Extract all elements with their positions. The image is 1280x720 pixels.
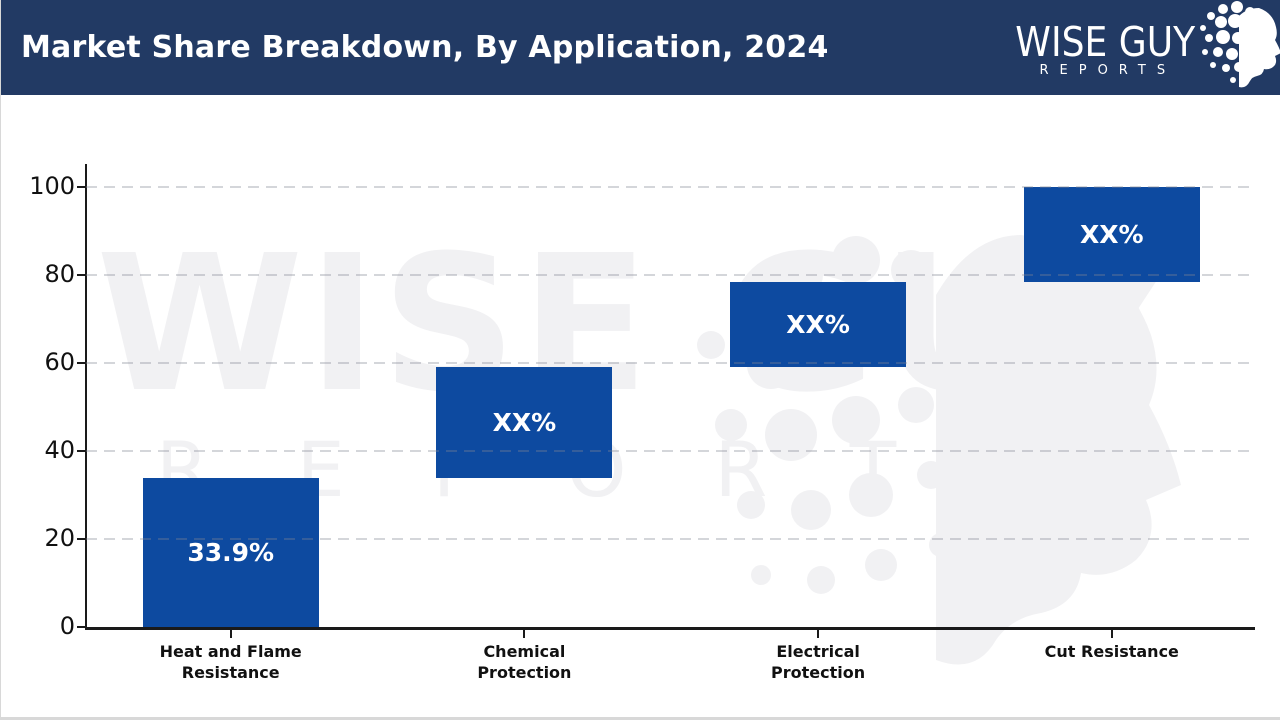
y-axis-tick-label: 80 (44, 260, 75, 288)
y-axis-tick (77, 274, 85, 276)
logo-wiseguy-label: WISE GUY (1014, 17, 1195, 66)
x-axis-tick (523, 630, 526, 638)
bar-value-label: XX% (492, 408, 557, 438)
bar-value-label: 33.9% (187, 537, 275, 567)
bar-value-label: XX% (1079, 220, 1144, 250)
y-axis-tick (77, 538, 85, 540)
x-axis-category-label: Chemical Protection (374, 641, 674, 683)
x-axis-category-line: Protection (771, 663, 866, 682)
bar: XX% (730, 282, 907, 368)
y-axis-tick-label: 0 (59, 612, 75, 640)
y-axis-spine (85, 164, 87, 627)
bar-value-label: XX% (786, 310, 850, 340)
header-bar: Market Share Breakdown, By Application, … (1, 0, 1280, 95)
gridline (86, 186, 1254, 188)
wiseguy-logo-head-icon (1200, 1, 1280, 88)
x-axis-category-line: Electrical (776, 642, 860, 661)
y-axis-tick (77, 186, 85, 188)
x-axis-tick (229, 630, 232, 638)
y-axis-tick-label: 40 (44, 436, 75, 464)
x-axis-category-line: Heat and Flame (159, 642, 302, 661)
x-axis-category-label: Heat and Flame Resistance (81, 641, 381, 683)
bar: XX% (436, 367, 613, 478)
logo-reports-label: REPORTS (1039, 62, 1177, 78)
y-axis-tick (77, 362, 85, 364)
x-axis-tick (1110, 630, 1113, 638)
x-axis-category-line: Chemical (483, 642, 566, 661)
x-axis-category-line: Protection (477, 663, 572, 682)
gridline (86, 538, 1254, 540)
y-axis-tick (77, 450, 85, 452)
y-axis-tick-label: 100 (29, 172, 75, 200)
chart-canvas: WISE GUY REPORTS 0 20 40 60 80 100 33.9% Heat a… (1, 95, 1280, 717)
y-axis-tick-label: 60 (44, 348, 75, 376)
wiseguy-logo-text: WISE GUY REPORTS (1003, 18, 1207, 78)
x-axis-spine (85, 627, 1255, 630)
x-axis-category-line: Resistance (181, 663, 280, 682)
gridline (86, 274, 1254, 276)
x-axis-category-label: Electrical Protection (668, 641, 968, 683)
gridline (86, 450, 1254, 452)
x-axis-category-line: Cut Resistance (1044, 642, 1179, 661)
x-axis-category-label: Cut Resistance (962, 641, 1262, 662)
gridline (86, 362, 1254, 364)
wiseguy-logo: WISE GUY REPORTS (1003, 0, 1280, 95)
page-title: Market Share Breakdown, By Application, … (21, 30, 829, 65)
y-axis-tick (77, 626, 85, 628)
bar: 33.9% (142, 477, 319, 627)
bar: XX% (1023, 187, 1200, 283)
y-axis-tick-label: 20 (44, 524, 75, 552)
x-axis-tick (817, 630, 820, 638)
